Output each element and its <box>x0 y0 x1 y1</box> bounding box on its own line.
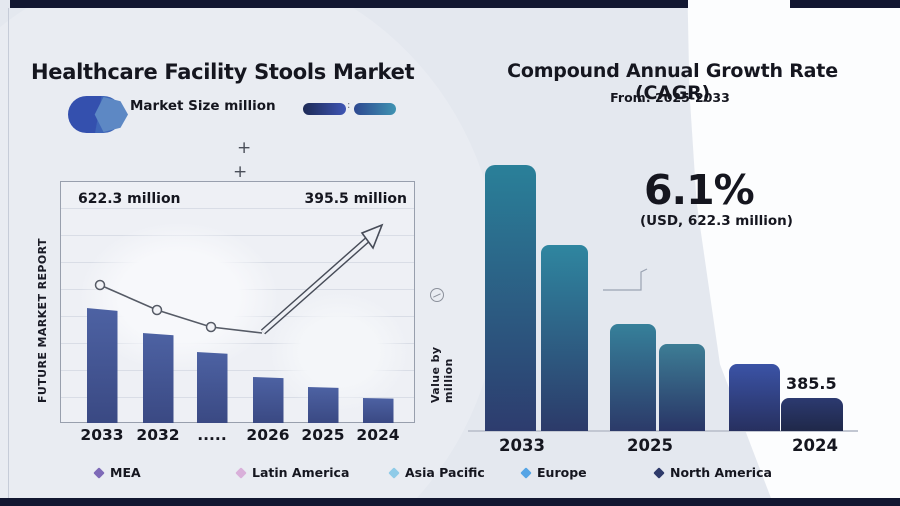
legend-label: MEA <box>110 465 141 480</box>
market-size-x-label: 2033 <box>80 426 124 444</box>
watermark-vertical-label: FUTURE MARKET REPORT <box>36 238 49 403</box>
brand-logo-icon <box>68 96 128 133</box>
market-size-bar-2032 <box>142 333 174 423</box>
plus-mark-top: + <box>237 138 252 158</box>
market-size-bar-..... <box>196 352 228 423</box>
ratio-pill-left-icon <box>303 103 346 115</box>
legend-item-mea: MEA <box>93 465 141 480</box>
legend-diamond-icon <box>388 466 400 479</box>
legend-item-europe: Europe <box>520 465 587 480</box>
bracket-annotation <box>603 268 648 291</box>
cagr-bar-2033-1 <box>485 165 536 431</box>
legend-diamond-icon <box>520 466 532 479</box>
cagr-title: Compound Annual Growth Rate (CAGR) <box>507 60 838 104</box>
top-frame-strip-left <box>10 0 688 8</box>
page-title: Healthcare Facility Stools Market <box>31 60 415 84</box>
cagr-x-label: 2025 <box>627 436 673 455</box>
cagr-bar-2033-2 <box>541 245 588 431</box>
market-size-label: Market Size million <box>130 98 276 114</box>
cagr-x-label: 2024 <box>792 436 838 455</box>
market-size-x-label: ..... <box>197 426 227 444</box>
legend-item-asia-pacific: Asia Pacific <box>388 465 485 480</box>
legend-diamond-icon <box>93 466 105 479</box>
legend-item-north-america: North America <box>653 465 772 480</box>
market-size-x-label: 2024 <box>356 426 400 444</box>
left-frame-line <box>8 8 9 498</box>
trend-line-arrow <box>94 223 384 335</box>
bottom-frame-strip <box>0 498 900 506</box>
chart-watermark-blob <box>269 292 409 412</box>
market-size-bar-2024 <box>362 398 394 423</box>
market-size-x-label: 2025 <box>301 426 345 444</box>
market-size-x-label: 2026 <box>246 426 290 444</box>
ratio-pill-right-icon <box>354 103 396 115</box>
cagr-bar-annotation: 385.5 <box>786 374 837 393</box>
market-size-bar-2026 <box>252 377 284 423</box>
cagr-x-label: 2033 <box>499 436 545 455</box>
plus-mark-bottom: + <box>233 162 248 182</box>
legend-label: Europe <box>537 465 587 480</box>
market-size-bar-2033 <box>86 308 118 423</box>
value-axis-label: Value by million <box>429 346 455 403</box>
cagr-bar-2024-2 <box>781 398 843 431</box>
chart-annotation-left: 622.3 million <box>78 191 181 207</box>
legend-label: North America <box>670 465 772 480</box>
top-frame-strip-right <box>790 0 900 8</box>
legend-label: Asia Pacific <box>405 465 485 480</box>
cagr-chart-baseline <box>468 430 858 432</box>
cagr-bar-2025-2 <box>659 344 705 431</box>
legend-diamond-icon <box>235 466 247 479</box>
legend-item-latin-america: Latin America <box>235 465 350 480</box>
cagr-value: 6.1% <box>644 166 755 214</box>
market-size-x-label: 2032 <box>136 426 180 444</box>
chart-annotation-right: 395.5 million <box>304 191 407 207</box>
cagr-bar-2025-1 <box>610 324 656 431</box>
legend-diamond-icon <box>653 466 665 479</box>
legend-label: Latin America <box>252 465 350 480</box>
minus-circle-icon <box>430 288 444 302</box>
cagr-subtitle: From: 2025-2033 <box>610 90 730 105</box>
ratio-separator: : <box>347 100 351 111</box>
market-size-chart-plot: 622.3 million 395.5 million <box>60 181 415 423</box>
cagr-bar-2024-1 <box>729 364 780 431</box>
market-size-bar-2025 <box>307 387 339 423</box>
cagr-caption: (USD, 622.3 million) <box>640 213 793 229</box>
